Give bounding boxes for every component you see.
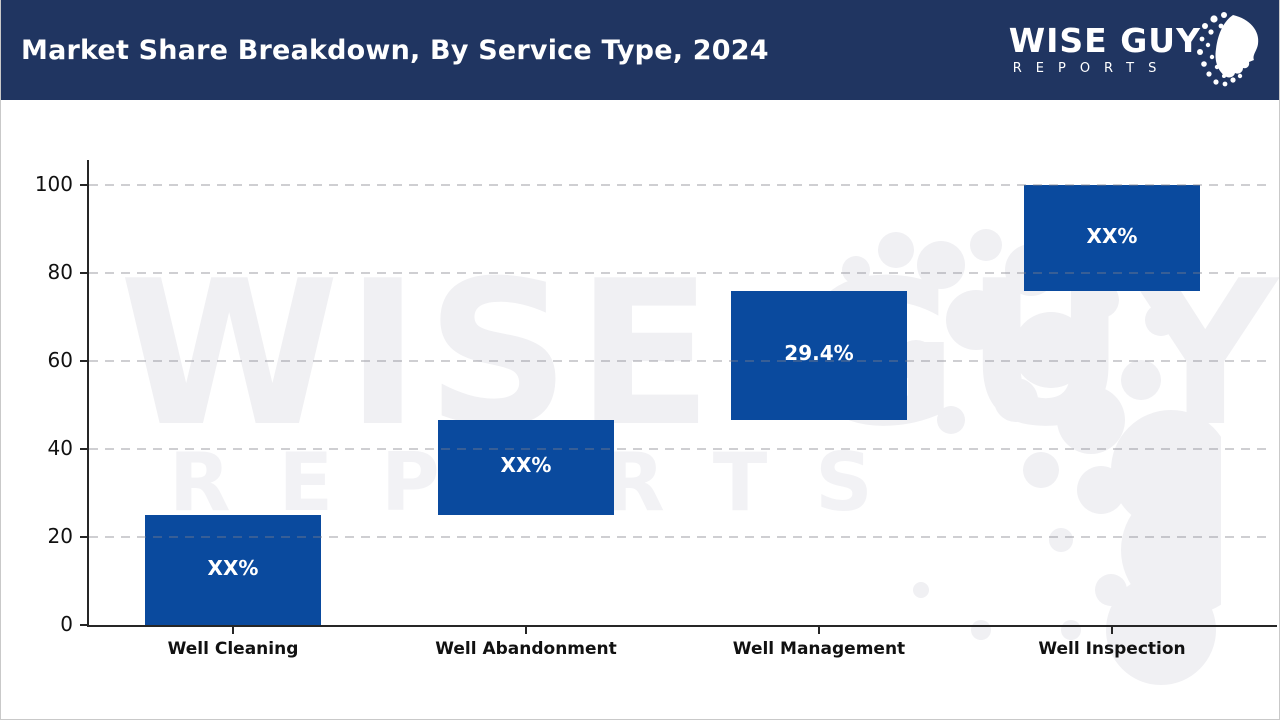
x-category-label: Well Management — [732, 639, 906, 659]
y-tick-mark — [80, 272, 89, 274]
logo-wordmark-line1: WISE GUY — [1008, 21, 1201, 60]
x-axis-line — [87, 625, 1277, 627]
grid-line — [89, 184, 1271, 186]
x-tick-mark — [232, 627, 234, 634]
y-tick-label: 60 — [47, 348, 73, 372]
y-tick-label: 20 — [47, 524, 73, 548]
wise-guy-logo: WISE GUY REPORTS — [1009, 10, 1267, 90]
logo-head-icon — [1197, 12, 1259, 87]
y-tick-mark — [80, 184, 89, 186]
y-tick-mark — [80, 448, 89, 450]
bar — [731, 290, 907, 420]
y-tick-mark — [80, 624, 89, 626]
x-category-label: Well Abandonment — [435, 639, 617, 659]
logo-wordmark-line2: REPORTS — [1012, 61, 1171, 76]
y-tick-label: 80 — [47, 260, 73, 284]
bar — [145, 515, 321, 625]
chart-title: Market Share Breakdown, By Service Type,… — [21, 34, 769, 66]
bar — [438, 419, 614, 515]
y-tick-label: 0 — [60, 612, 73, 636]
y-tick-label: 40 — [47, 436, 73, 460]
x-category-label: Well Inspection — [1038, 639, 1186, 659]
x-category-label: Well Cleaning — [167, 639, 299, 659]
grid-line — [89, 448, 1271, 450]
logo-wordmark: WISE GUY REPORTS — [1008, 21, 1201, 77]
y-axis-line — [87, 160, 89, 627]
y-tick-label: 100 — [34, 172, 73, 196]
bar-label: XX% — [500, 453, 552, 478]
x-tick-mark — [1111, 627, 1113, 634]
bar — [1024, 185, 1200, 291]
grid-line — [89, 272, 1271, 274]
x-tick-mark — [525, 627, 527, 634]
grid-line — [89, 360, 1271, 362]
y-tick-mark — [80, 360, 89, 362]
bar-label: XX% — [1086, 223, 1138, 248]
x-tick-mark — [818, 627, 820, 634]
header-bar: Market Share Breakdown, By Service Type,… — [1, 0, 1279, 100]
y-tick-mark — [80, 536, 89, 538]
bar-label: XX% — [207, 556, 259, 580]
bar-label: 29.4% — [784, 341, 854, 366]
grid-line — [89, 536, 1271, 538]
